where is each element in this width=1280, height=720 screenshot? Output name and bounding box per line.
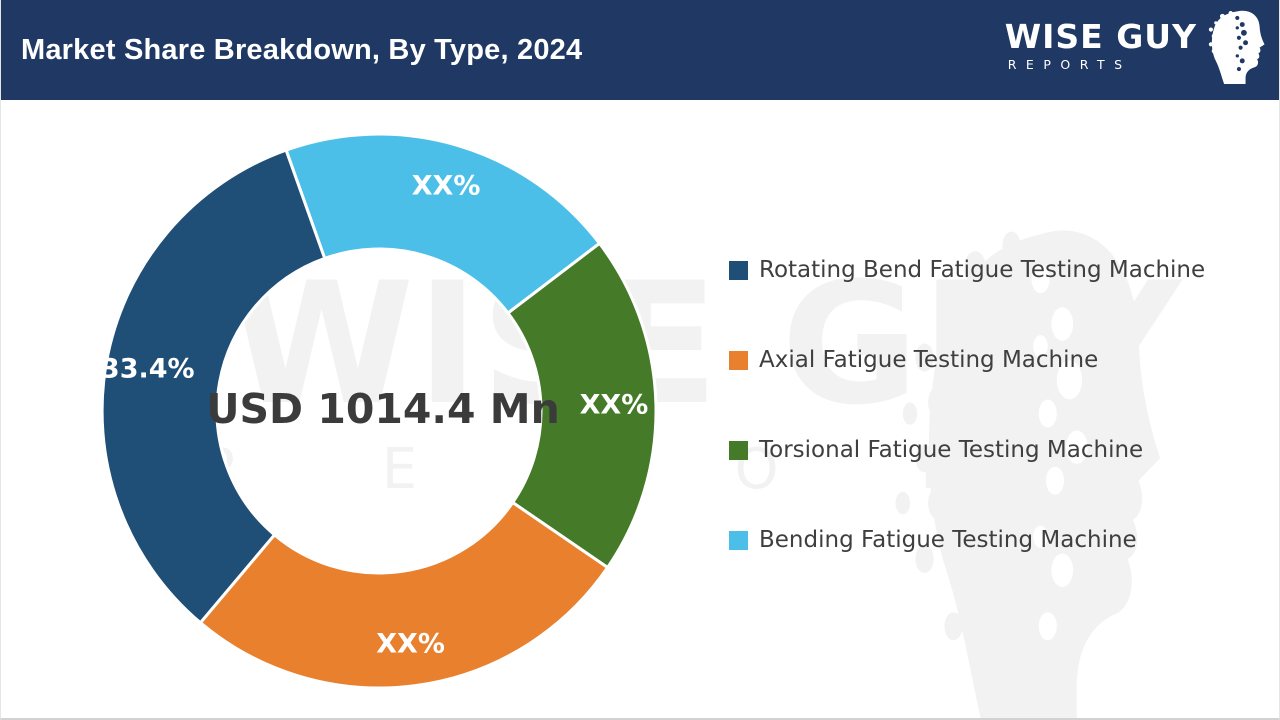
watermark-face xyxy=(895,230,1161,718)
legend-item-label: Rotating Bend Fatigue Testing Machine xyxy=(759,256,1206,283)
legend-swatch-0 xyxy=(729,261,748,280)
legend-item-3: Bending Fatigue Testing Machine xyxy=(729,526,1205,555)
page-title: Market Share Breakdown, By Type, 2024 xyxy=(21,33,583,66)
brand-logo-text: WISE GUY REPORTS xyxy=(1005,20,1197,72)
brand-logo: WISE GUY REPORTS xyxy=(1005,7,1267,85)
pie-slice-0 xyxy=(284,132,602,316)
brand-face-icon xyxy=(1208,10,1265,84)
legend-item-2: Torsional Fatigue Testing Machine xyxy=(729,436,1205,465)
legend-swatch-1 xyxy=(729,351,748,370)
legend-item-label: Axial Fatigue Testing Machine xyxy=(759,346,1099,373)
brand-reports: REPORTS xyxy=(1007,56,1132,72)
legend-swatch-3 xyxy=(729,531,748,550)
center-value-label: USD 1014.4 Mn xyxy=(206,385,560,433)
header-bar: Market Share Breakdown, By Type, 2024 WI… xyxy=(1,0,1279,100)
pie-slice-1 xyxy=(505,241,658,570)
legend-item-0: Rotating Bend Fatigue Testing Machine xyxy=(729,256,1205,285)
pie-slice-2 xyxy=(198,500,610,690)
legend-item-1: Axial Fatigue Testing Machine xyxy=(729,346,1205,375)
brand-wordmark: WISE GUY xyxy=(1004,17,1197,57)
chart-legend: Rotating Bend Fatigue Testing Machine Axi… xyxy=(729,256,1205,616)
pie-slice-3 xyxy=(100,148,327,625)
legend-item-label: Torsional Fatigue Testing Machine xyxy=(759,436,1144,463)
legend-item-label: Bending Fatigue Testing Machine xyxy=(759,526,1137,553)
legend-swatch-2 xyxy=(729,441,748,460)
